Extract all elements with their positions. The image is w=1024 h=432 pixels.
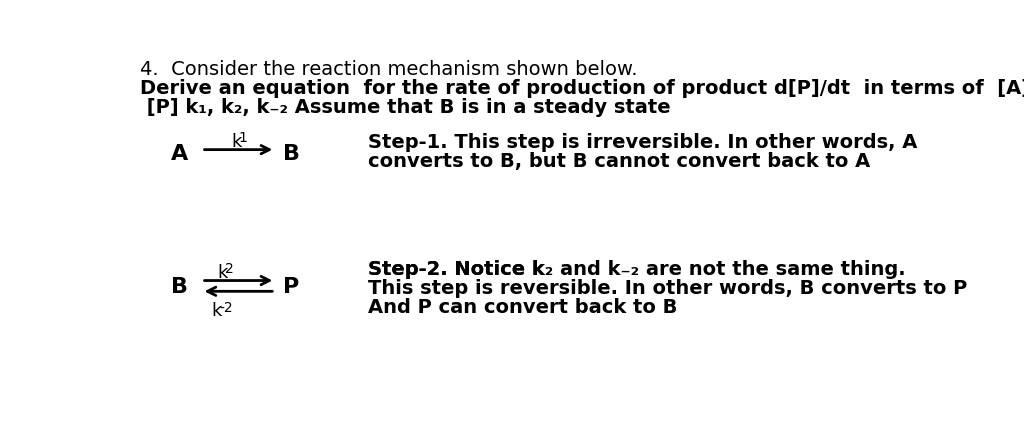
Text: -2: -2 (219, 301, 233, 314)
Text: 4.  Consider the reaction mechanism shown below.: 4. Consider the reaction mechanism shown… (139, 60, 637, 79)
Text: 2: 2 (225, 262, 233, 276)
Text: B: B (171, 276, 187, 297)
Text: [P] k₁, k₂, k₋₂ Assume that B is in a steady state: [P] k₁, k₂, k₋₂ Assume that B is in a st… (139, 98, 671, 117)
Text: A: A (171, 144, 187, 164)
Text: k: k (217, 264, 227, 282)
Text: 1: 1 (239, 131, 248, 145)
Text: k: k (212, 302, 222, 320)
Text: Step-2. Notice k: Step-2. Notice k (369, 260, 545, 279)
Text: converts to B, but B cannot convert back to A: converts to B, but B cannot convert back… (369, 152, 870, 171)
Text: P: P (283, 276, 299, 297)
Text: Derive an equation  for the rate of production of product d[P]/dt  in terms of  : Derive an equation for the rate of produ… (139, 79, 1024, 98)
Text: k: k (231, 133, 242, 151)
Text: And P can convert back to B: And P can convert back to B (369, 298, 678, 317)
Text: B: B (283, 144, 300, 164)
Text: Step-2. Notice k₂ and k₋₂ are not the same thing.: Step-2. Notice k₂ and k₋₂ are not the sa… (369, 260, 906, 279)
Text: This step is reversible. In other words, B converts to P: This step is reversible. In other words,… (369, 279, 968, 298)
Text: Step-1. This step is irreversible. In other words, A: Step-1. This step is irreversible. In ot… (369, 133, 918, 152)
